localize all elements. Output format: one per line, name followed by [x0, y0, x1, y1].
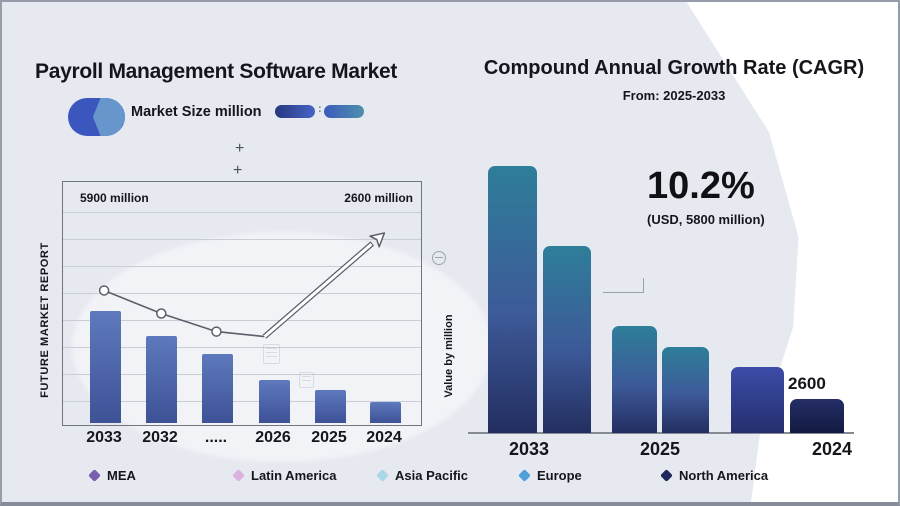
market-size-bar-2032 — [146, 336, 177, 423]
cagr-bar-2033-secondary — [543, 246, 591, 433]
max-value-label: 5900 million — [80, 191, 149, 205]
cagr-title: Compound Annual Growth Rate (CAGR) — [483, 57, 865, 79]
bracket-decoration — [603, 292, 643, 293]
plus-icon: + — [235, 140, 245, 157]
cagr-subtitle: From: 2025-2033 — [622, 88, 726, 103]
trend-line-arrow — [98, 232, 386, 339]
x-label-2024: 2024 — [811, 439, 853, 459]
x-label-.....: ..... — [204, 429, 228, 446]
cagr-base-note: (USD, 5800 million) — [647, 212, 765, 227]
pill-separator: : — [318, 103, 322, 115]
legend-item-europe: Europe — [518, 468, 582, 483]
annotation-2600: 2600 — [788, 374, 826, 393]
x-label-2025: 2025 — [311, 429, 347, 446]
legend-diamond-icon — [88, 469, 101, 482]
ghost-document-icon — [263, 344, 280, 364]
legend-label: Europe — [537, 468, 582, 483]
legend-label: MEA — [107, 468, 136, 483]
legend-diamond-icon — [232, 469, 245, 482]
legend-item-mea: MEA — [88, 468, 136, 483]
market-size-label: Market Size million — [131, 104, 262, 120]
x-label-2024: 2024 — [366, 429, 402, 446]
legend-diamond-icon — [376, 469, 389, 482]
cagr-axis-baseline — [468, 432, 854, 434]
x-label-2033: 2033 — [86, 429, 122, 446]
legend-item-asia-pacific: Asia Pacific — [376, 468, 468, 483]
legend-label: North America — [679, 468, 769, 483]
future-market-report-label: FUTURE MARKET REPORT — [39, 242, 51, 398]
market-size-bar-..... — [202, 354, 233, 423]
x-label-2026: 2026 — [255, 429, 291, 446]
cagr-rate-value: 10.2% — [647, 165, 755, 207]
page-title: Payroll Management Software Market — [35, 60, 398, 83]
market-size-bar-2026 — [259, 380, 290, 423]
legend-diamond-icon — [518, 469, 531, 482]
cagr-bar-2025-primary — [612, 326, 657, 433]
gradient-pill-b-icon — [324, 105, 364, 118]
legend-item-latin-america: Latin America — [232, 468, 337, 483]
market-size-bar-2024 — [370, 402, 401, 423]
market-size-pill-icon — [68, 98, 125, 136]
circle-minus-icon — [432, 251, 446, 265]
chart-gridlines — [63, 212, 421, 423]
legend-diamond-icon — [660, 469, 673, 482]
min-value-label: 2600 million — [344, 191, 413, 205]
market-size-bar-2025 — [315, 390, 346, 423]
pill-cap-icon — [93, 98, 125, 136]
value-by-million-label: Value by million — [443, 314, 455, 398]
x-label-2025: 2025 — [639, 439, 681, 459]
bracket-decoration — [643, 278, 644, 293]
cagr-bar-2033-primary — [488, 166, 537, 433]
legend-label: Latin America — [251, 468, 337, 483]
cagr-bar-2024-secondary — [790, 399, 844, 433]
cagr-bar-2024-primary — [731, 367, 784, 433]
legend-item-north-america: North America — [660, 468, 769, 483]
x-label-2033: 2033 — [508, 439, 550, 459]
plus-icon: + — [233, 162, 243, 179]
market-size-chart: 5900 million 2600 million — [62, 181, 422, 426]
x-label-2032: 2032 — [142, 429, 178, 446]
ghost-document-icon — [299, 372, 314, 388]
market-size-bar-2033 — [90, 311, 121, 423]
legend-label: Asia Pacific — [395, 468, 468, 483]
gradient-pill-a-icon — [275, 105, 315, 118]
cagr-bar-2025-secondary — [662, 347, 709, 433]
